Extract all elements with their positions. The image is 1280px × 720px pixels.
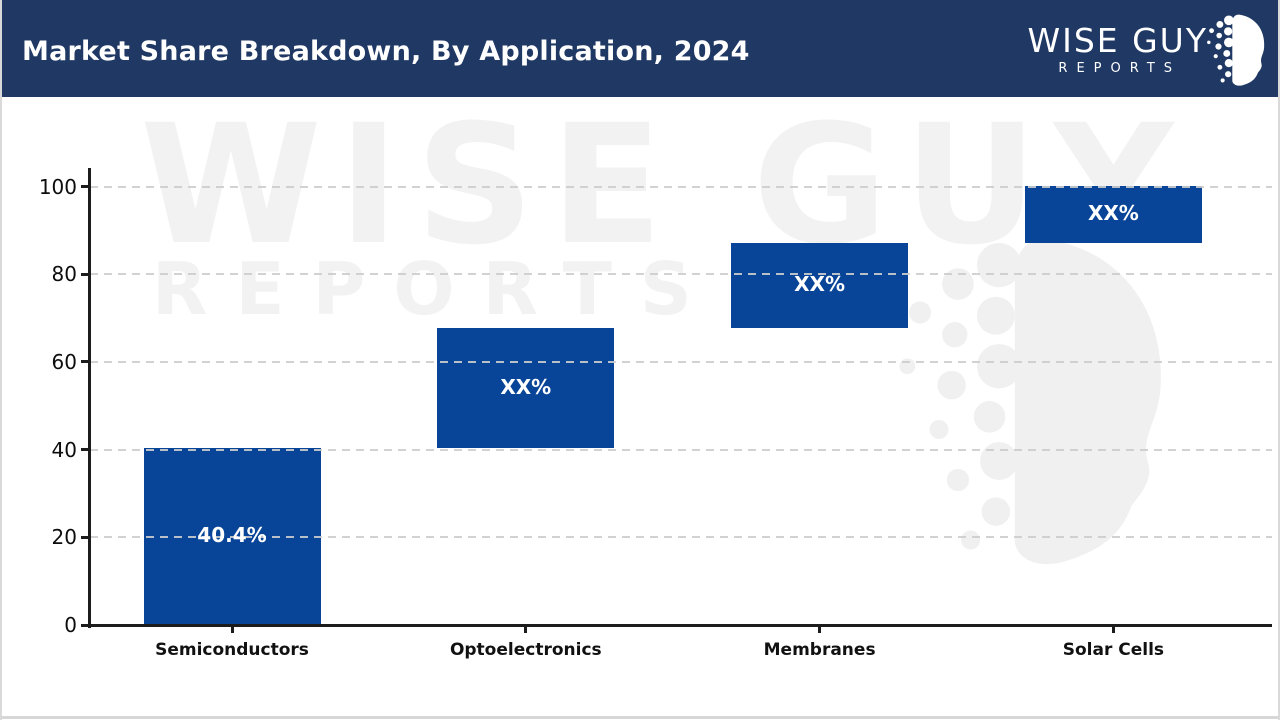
bar-solar-cells <box>1024 185 1202 243</box>
bar-value-label: XX% <box>794 272 846 297</box>
brand-logo: WISE GUY REPORTS <box>1027 12 1272 88</box>
bar-value-label: XX% <box>1087 201 1139 226</box>
brand-subtitle: REPORTS <box>1058 60 1182 76</box>
y-tick <box>81 448 90 452</box>
x-category-label: Solar Cells <box>1062 640 1165 660</box>
gridline <box>90 360 1272 363</box>
gridline <box>90 536 1272 539</box>
y-tick-label: 0 <box>64 613 77 637</box>
header: Market Share Breakdown, By Application, … <box>2 0 1278 97</box>
x-category-label: Optoelectronics <box>449 640 602 660</box>
brand-logo-text: WISE GUY REPORTS <box>1027 24 1208 76</box>
x-tick <box>818 625 822 633</box>
y-tick-label: 20 <box>51 525 77 550</box>
x-category-label: Semiconductors <box>155 640 309 660</box>
watermark-face-icon <box>899 239 1161 565</box>
gridline <box>90 448 1272 451</box>
y-tick <box>81 272 90 276</box>
y-tick <box>81 360 90 364</box>
y-tick-label: 40 <box>51 437 77 462</box>
y-axis <box>88 168 91 628</box>
gridline <box>90 185 1272 188</box>
x-tick <box>524 625 528 633</box>
y-tick <box>81 185 90 188</box>
x-axis <box>88 624 1272 627</box>
y-tick-label: 80 <box>51 262 77 287</box>
x-category-label: Membranes <box>763 640 876 660</box>
bar-optoelectronics <box>437 328 615 448</box>
bottom-border <box>2 716 1278 719</box>
brand-name: WISE GUY <box>1027 21 1208 61</box>
chart-title: Market Share Breakdown, By Application, … <box>22 36 750 67</box>
y-tick <box>81 623 90 627</box>
bar-value-label: 40.4% <box>197 523 267 548</box>
brand-face-icon <box>1207 14 1265 86</box>
watermark-reports-text: REPORTS <box>152 247 720 331</box>
x-tick <box>1111 625 1115 633</box>
y-tick-label: 100 <box>38 174 77 199</box>
y-tick-label: 60 <box>51 349 77 374</box>
x-tick <box>230 625 234 633</box>
bar-value-label: XX% <box>500 374 552 399</box>
y-tick <box>81 535 90 539</box>
chart-area: WISE GUY REPORTS 0 20 40 60 80 100 40.4% Semico… <box>2 89 1278 717</box>
bar-membranes <box>731 242 909 329</box>
gridline <box>90 273 1272 276</box>
